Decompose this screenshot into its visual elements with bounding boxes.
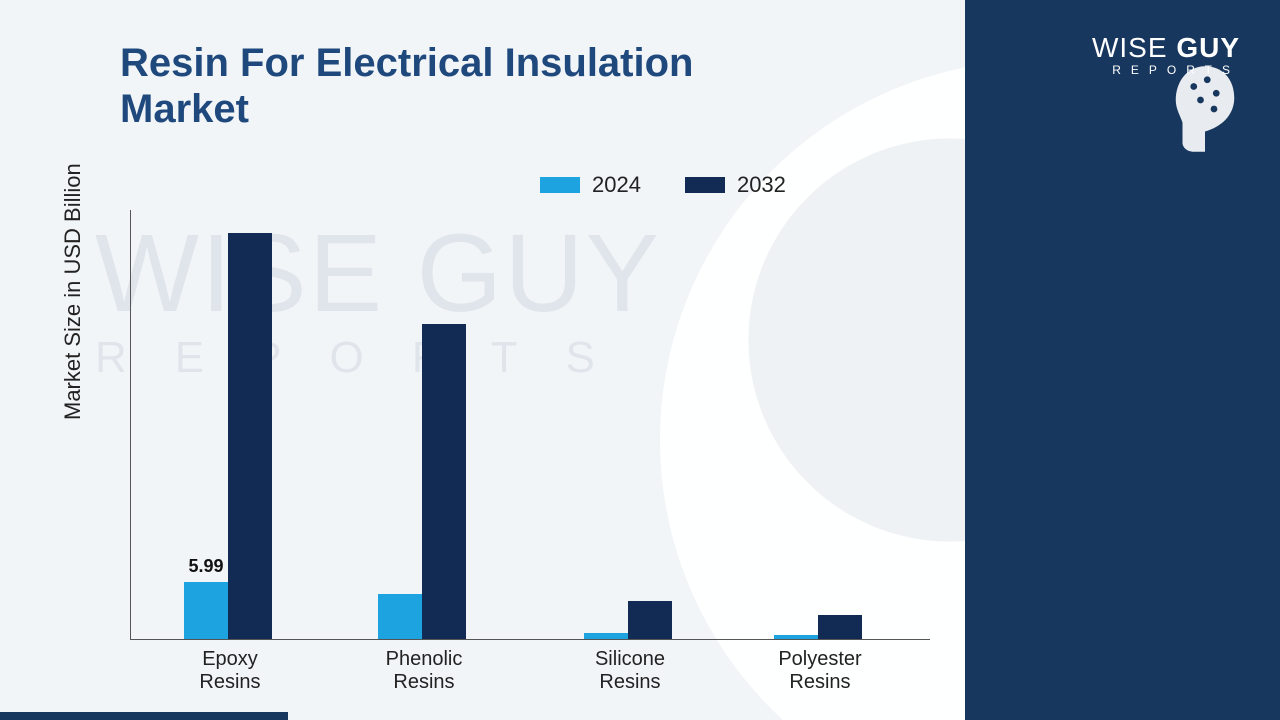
bar-2024 [184,582,228,639]
legend-swatch-2024 [540,177,580,193]
chart-title: Resin For Electrical Insulation Market [120,40,740,132]
x-axis-labels: EpoxyResinsPhenolicResinsSiliconeResinsP… [130,642,930,702]
legend-label-2032: 2032 [737,172,786,198]
bar-2024 [584,633,628,639]
bar-2024 [774,635,818,639]
legend: 2024 2032 [540,172,786,198]
bar-2032 [422,324,466,639]
chart-canvas: WISE GUY REPORTS Resin For Electrical In… [0,0,1280,720]
bottom-accent-strip [0,712,288,720]
legend-item-2032: 2032 [685,172,786,198]
bar-2032 [628,601,672,639]
bar-2032 [818,615,862,639]
logo-word-2: GUY [1176,32,1240,63]
logo-head-icon [1170,64,1240,154]
y-axis-line [130,210,131,640]
brand-logo: WISE GUY REPORTS [1092,34,1240,76]
bar-2024 [378,594,422,639]
x-axis-line [130,639,930,640]
bar-value-label: 5.99 [188,556,223,577]
legend-swatch-2032 [685,177,725,193]
legend-label-2024: 2024 [592,172,641,198]
bar-2032 [228,233,272,639]
y-axis-label: Market Size in USD Billion [60,163,86,420]
logo-word-1: WISE [1092,32,1168,63]
legend-item-2024: 2024 [540,172,641,198]
plot-area: 5.99 [130,210,930,640]
